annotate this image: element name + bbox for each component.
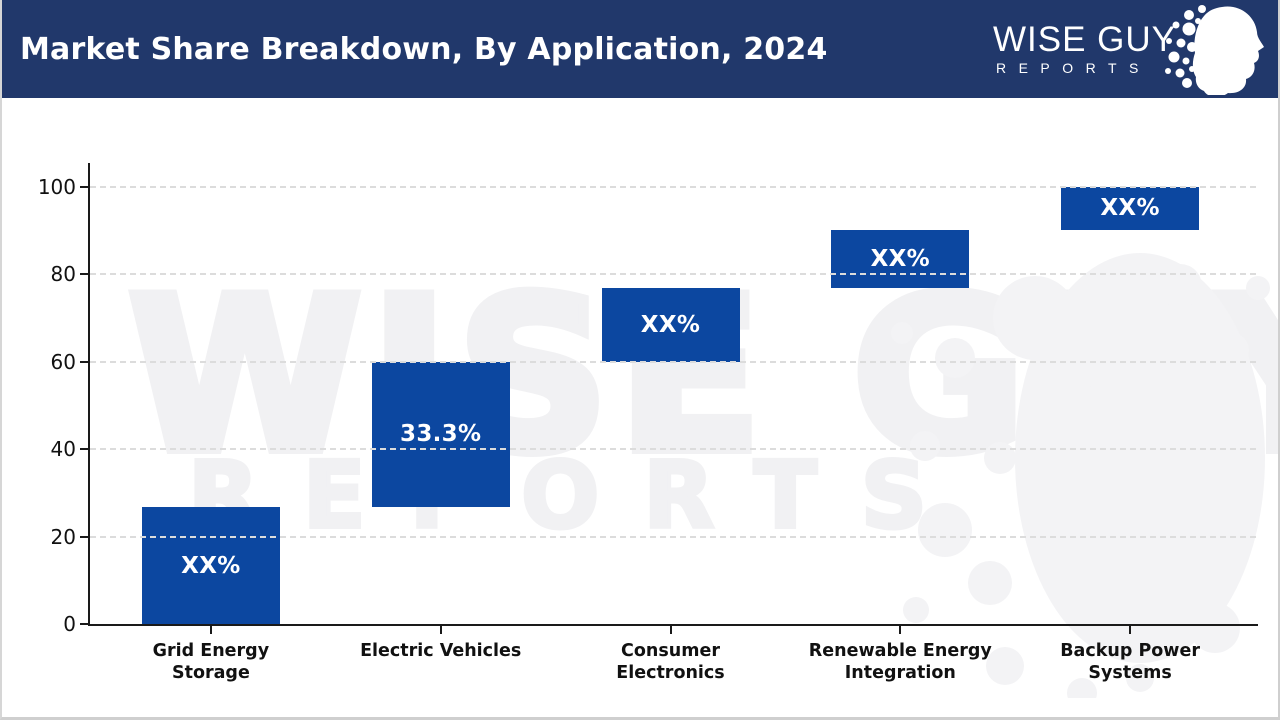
y-tick xyxy=(80,360,89,363)
market-share-chart: WISE GUY REPORTS 0 20 40 60 80 100 XX% 33.3% XX… xyxy=(0,98,1280,720)
y-tick xyxy=(80,535,89,538)
category-label: Electric Vehicles xyxy=(360,641,522,661)
gridline xyxy=(90,273,1256,275)
y-axis-line xyxy=(88,163,90,626)
watermark-face-icon xyxy=(891,253,1270,698)
x-tick xyxy=(209,625,212,634)
x-axis-line xyxy=(88,624,1258,626)
gridline xyxy=(90,185,1256,188)
header: Market Share Breakdown, By Application, … xyxy=(0,0,1280,98)
bar: XX% xyxy=(601,288,740,362)
y-tick xyxy=(80,623,89,625)
y-tick-label: 60 xyxy=(50,349,76,374)
bar-value-label: XX% xyxy=(640,311,701,338)
category-label: Renewable Energy Integration xyxy=(808,641,992,683)
gridline xyxy=(90,448,1256,450)
y-tick-label: 0 xyxy=(63,612,76,636)
logo-wordmark: WISE GUY xyxy=(992,19,1176,59)
category-label: Backup Power Systems xyxy=(1060,641,1200,683)
category-label: Consumer Electronics xyxy=(616,641,725,683)
bar: XX% xyxy=(1061,186,1200,231)
bar: XX% xyxy=(141,507,280,624)
gridline xyxy=(90,360,1256,363)
x-tick xyxy=(439,625,442,634)
x-tick xyxy=(899,625,902,634)
y-tick-label: 100 xyxy=(37,174,76,199)
bar: XX% xyxy=(831,230,970,289)
y-tick-label: 80 xyxy=(50,262,76,286)
bar-value-label: XX% xyxy=(181,552,241,579)
x-tick xyxy=(669,625,672,634)
bar-value-label: 33.3% xyxy=(400,421,482,448)
category-label: Grid Energy Storage xyxy=(152,641,270,683)
logo-subtext: REPORTS xyxy=(995,59,1151,76)
y-tick-label: 20 xyxy=(50,524,76,549)
watermark-reports: REPORTS xyxy=(186,442,972,549)
gridline xyxy=(90,535,1256,538)
logo-face-icon xyxy=(1165,5,1264,95)
logo-text: WISE GUY REPORTS xyxy=(992,19,1176,76)
page-title: Market Share Breakdown, By Application, … xyxy=(20,31,828,67)
x-tick xyxy=(1129,625,1132,634)
bar-value-label: XX% xyxy=(870,246,930,273)
wise-guy-logo: WISE GUY REPORTS xyxy=(993,0,1272,98)
y-tick xyxy=(80,273,89,275)
y-tick xyxy=(80,185,89,188)
y-tick xyxy=(80,448,89,450)
y-tick-label: 40 xyxy=(50,437,76,461)
bar: 33.3% xyxy=(371,361,510,508)
bar-value-label: XX% xyxy=(1100,195,1160,222)
